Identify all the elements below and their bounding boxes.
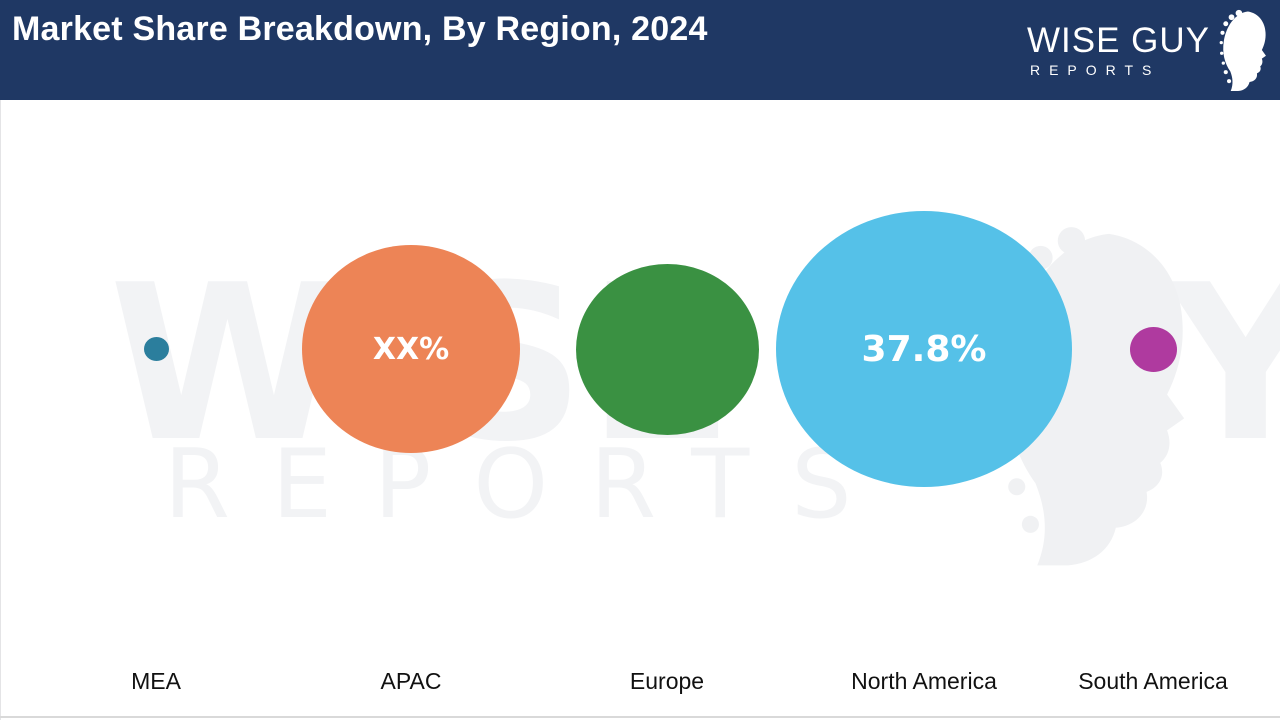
bubble-mea (143, 337, 169, 361)
bubble-europe (575, 263, 759, 435)
logo-face-icon (1219, 9, 1266, 91)
chart-area: WISE GUY REPORTS XX%37.8% MEAAPACEuropeN… (0, 100, 1280, 720)
logo-wordmark: WISE GUY (1026, 21, 1210, 61)
bubble-value-label: XX% (372, 331, 450, 367)
category-labels: MEA APAC Europe North America South America (1, 100, 1280, 720)
category-label-south-america: South America (1078, 668, 1228, 694)
category-label-north-america: North America (851, 668, 997, 694)
category-label-europe: Europe (629, 668, 705, 694)
header: Market Share Breakdown, By Region, 2024 … (0, 0, 1280, 100)
category-label-apac: APAC (380, 668, 442, 694)
page-title: Market Share Breakdown, By Region, 2024 (12, 10, 708, 48)
wiseguy-logo: WISE GUY REPORTS (1027, 6, 1272, 94)
logo-subtitle: REPORTS (1029, 61, 1161, 78)
logo-text: WISE GUY REPORTS (1027, 22, 1210, 78)
bubble-value-label: 37.8% (861, 328, 987, 370)
category-label-mea: MEA (131, 668, 181, 694)
bubble-apac: XX% (302, 245, 520, 453)
bottom-divider (0, 716, 1280, 718)
